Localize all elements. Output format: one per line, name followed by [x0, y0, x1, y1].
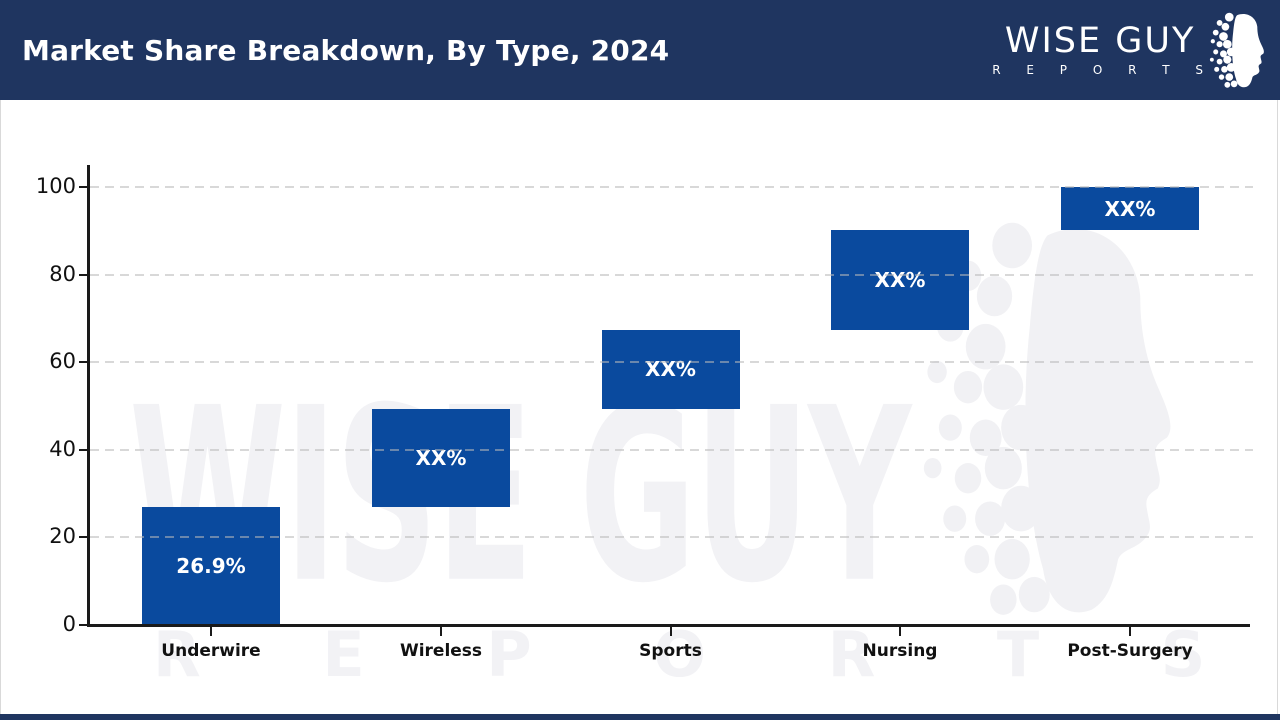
y-tick-label-80: 80 [49, 261, 76, 286]
y-tick-label-100: 100 [35, 174, 76, 198]
x-tick-mark [899, 627, 901, 636]
y-tick-label-40: 40 [49, 436, 76, 461]
x-tick-label-underwire: Underwire [161, 641, 261, 661]
x-axis-line [88, 624, 1250, 627]
x-tick-mark [440, 627, 442, 636]
gridline-20 [90, 536, 1253, 539]
bar-value-label: XX% [1104, 196, 1156, 221]
logo-wordmark: WISE GUY [1004, 20, 1196, 61]
gridline-60 [90, 361, 1253, 364]
gridline-40 [90, 448, 1253, 451]
x-tick-mark [1129, 627, 1131, 636]
bar-value-label: 26.9% [176, 554, 246, 579]
gridline-100 [90, 186, 1253, 188]
y-tick-mark [79, 448, 87, 451]
bar-wireless: XX% [372, 408, 510, 508]
bar-post-surgery: XX% [1061, 187, 1199, 231]
footer-bar [0, 714, 1280, 720]
bar-underwire: 26.9% [142, 507, 280, 625]
y-tick-mark [79, 273, 87, 276]
y-tick-mark [79, 186, 87, 188]
x-tick-label-post-surgery: Post-Surgery [1067, 641, 1193, 661]
wise-guy-logo: WISE GUY R E P O R T S [986, 9, 1280, 91]
y-tick-mark [79, 536, 87, 539]
gridline-80 [90, 273, 1253, 276]
x-tick-mark [210, 627, 212, 636]
y-tick-mark [79, 361, 87, 364]
logo-subtitle: R E P O R T S [992, 62, 1214, 77]
y-axis-line [87, 165, 90, 627]
bar-sports: XX% [601, 329, 740, 409]
x-tick-label-sports: Sports [639, 641, 702, 661]
dotted-head-icon [1209, 12, 1264, 88]
y-tick-label-60: 60 [49, 349, 76, 374]
bar-value-label: XX% [874, 268, 926, 293]
x-tick-label-nursing: Nursing [862, 641, 938, 661]
header-bar: Market Share Breakdown, By Type, 2024 WI… [0, 0, 1280, 100]
y-tick-label-20: 20 [49, 524, 76, 549]
y-tick-mark [79, 624, 87, 626]
bar-nursing: XX% [831, 230, 969, 330]
chart-title: Market Share Breakdown, By Type, 2024 [22, 33, 670, 67]
x-tick-label-wireless: Wireless [399, 641, 483, 661]
x-tick-mark [669, 627, 672, 636]
logo-text: WISE GUY R E P O R T S [986, 20, 1214, 77]
y-tick-label-0: 0 [62, 612, 76, 636]
